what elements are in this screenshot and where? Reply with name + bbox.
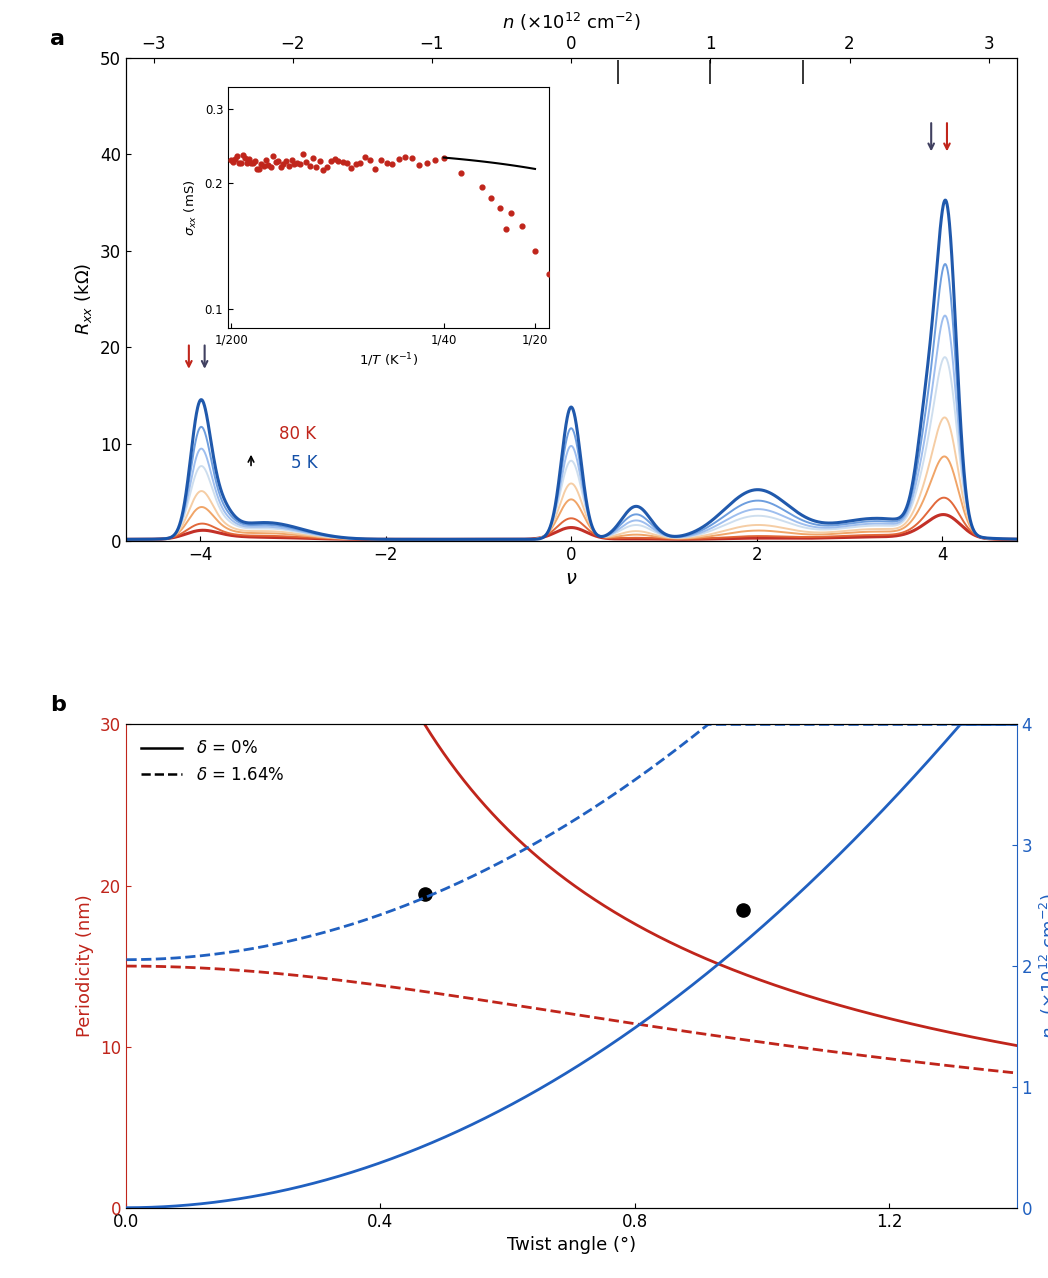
Y-axis label: $n_s$ ($\times 10^{12}$ cm$^{-2}$): $n_s$ ($\times 10^{12}$ cm$^{-2}$)	[1038, 893, 1048, 1039]
Y-axis label: $R_{xx}$ (k$\Omega$): $R_{xx}$ (k$\Omega$)	[73, 263, 94, 335]
Point	[735, 900, 751, 920]
Text: a: a	[50, 28, 65, 49]
Point	[416, 883, 433, 904]
X-axis label: $\nu$: $\nu$	[565, 569, 577, 588]
X-axis label: $n$ ($\times 10^{12}$ cm$^{-2}$): $n$ ($\times 10^{12}$ cm$^{-2}$)	[502, 12, 640, 33]
Legend: $\delta$ = 0%, $\delta$ = 1.64%: $\delta$ = 0%, $\delta$ = 1.64%	[134, 732, 291, 790]
Text: 80 K: 80 K	[279, 426, 316, 443]
Text: 5 K: 5 K	[291, 454, 318, 473]
X-axis label: Twist angle (°): Twist angle (°)	[506, 1236, 636, 1254]
Y-axis label: Periodicity (nm): Periodicity (nm)	[77, 895, 94, 1038]
Text: b: b	[50, 695, 66, 716]
